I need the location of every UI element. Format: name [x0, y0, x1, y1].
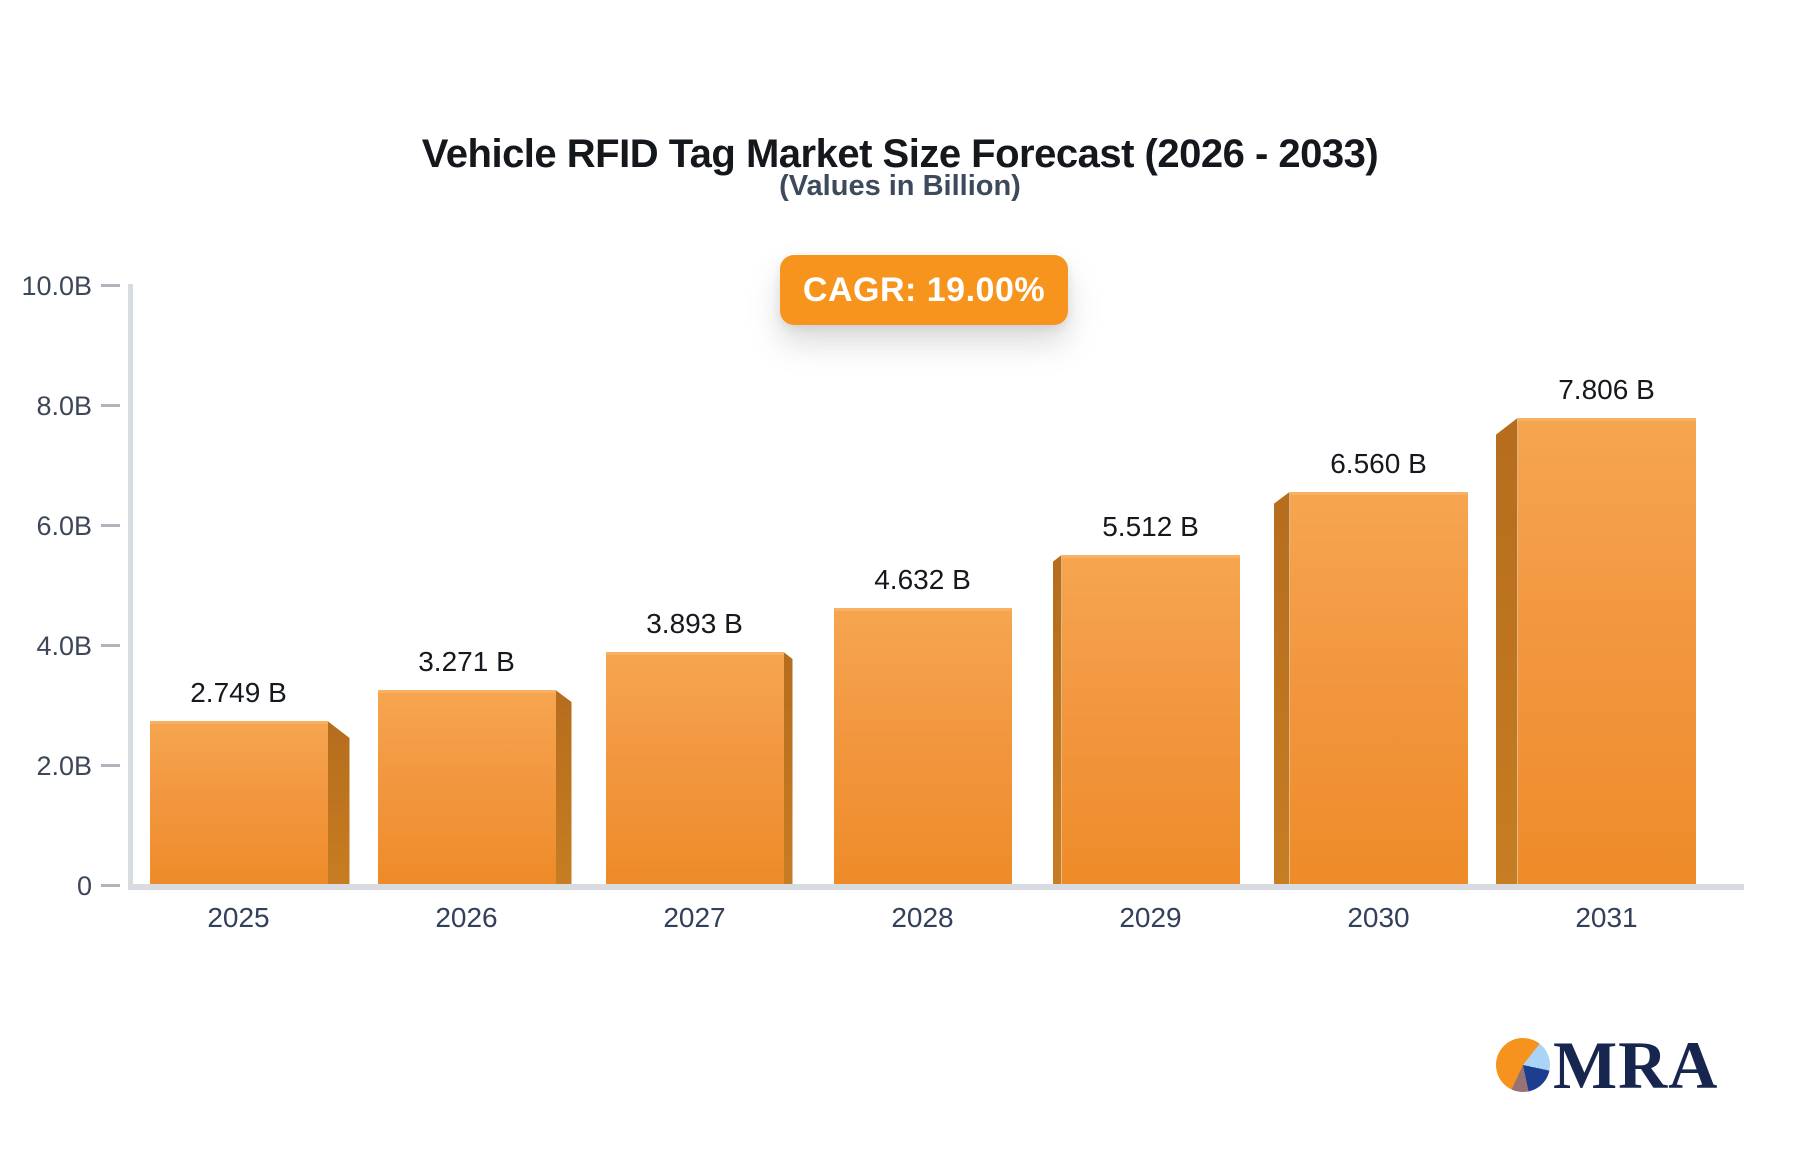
mra-logo-text: MRA: [1553, 1027, 1719, 1103]
bar-face: [149, 721, 328, 886]
y-tick-label: 10.0B: [21, 271, 92, 301]
y-tick-mark: [101, 764, 120, 767]
x-axis-label-2030: 2030: [1347, 902, 1410, 933]
x-axis-label-2031: 2031: [1575, 902, 1638, 933]
y-tick-label: 2.0B: [36, 751, 92, 781]
x-axis-line: [128, 884, 1744, 890]
bar-value-label: 7.806 B: [1558, 374, 1655, 405]
x-axis-label-2025: 2025: [207, 902, 270, 933]
y-tick-mark: [101, 884, 120, 887]
x-axis-label-2027: 2027: [663, 902, 726, 933]
bar-face: [833, 608, 1012, 886]
bar-value-label: 6.560 B: [1330, 448, 1427, 479]
bar-side: [783, 652, 793, 886]
y-tick-mark: [101, 284, 120, 287]
bar-value-label: 2.749 B: [190, 677, 287, 708]
bar-face: [1061, 555, 1240, 886]
x-axis-label-2026: 2026: [435, 902, 498, 933]
mra-logo: MRA: [1496, 1027, 1719, 1103]
bar-face: [377, 690, 556, 886]
bar-face: [1517, 418, 1696, 886]
cagr-badge-label: CAGR: 19.00%: [802, 270, 1046, 309]
bar-value-label: 4.632 B: [874, 564, 971, 595]
bar-side: [1495, 418, 1518, 886]
y-tick-mark: [101, 524, 120, 527]
y-tick-label: 6.0B: [36, 511, 92, 541]
y-tick-mark: [101, 644, 120, 647]
bar-face: [1289, 492, 1468, 886]
bar-side: [1273, 492, 1290, 886]
bar-value-label: 3.893 B: [646, 608, 743, 639]
x-axis-label-2028: 2028: [891, 902, 954, 933]
bar-side: [555, 690, 572, 886]
bar-side: [327, 721, 350, 886]
bar-face: [605, 652, 784, 886]
bar-value-label: 5.512 B: [1102, 511, 1199, 542]
y-tick-label: 0: [76, 871, 92, 901]
cagr-badge: CAGR: 19.00%: [780, 255, 1068, 325]
y-tick-label: 4.0B: [36, 631, 92, 661]
x-axis-label-2029: 2029: [1119, 902, 1182, 933]
y-tick-mark: [101, 404, 120, 407]
chart-title: Vehicle RFID Tag Market Size Forecast (2…: [421, 131, 1379, 176]
bar-value-label: 3.271 B: [418, 646, 515, 677]
mra-logo-pie-icon: [1496, 1038, 1550, 1092]
y-axis-line: [128, 284, 133, 886]
bar-side: [1052, 555, 1062, 886]
y-tick-label: 8.0B: [36, 391, 92, 421]
chart-subtitle: (Values in Billion): [779, 170, 1021, 202]
